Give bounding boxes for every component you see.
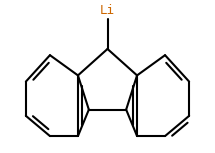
Text: Li: Li bbox=[100, 4, 115, 17]
